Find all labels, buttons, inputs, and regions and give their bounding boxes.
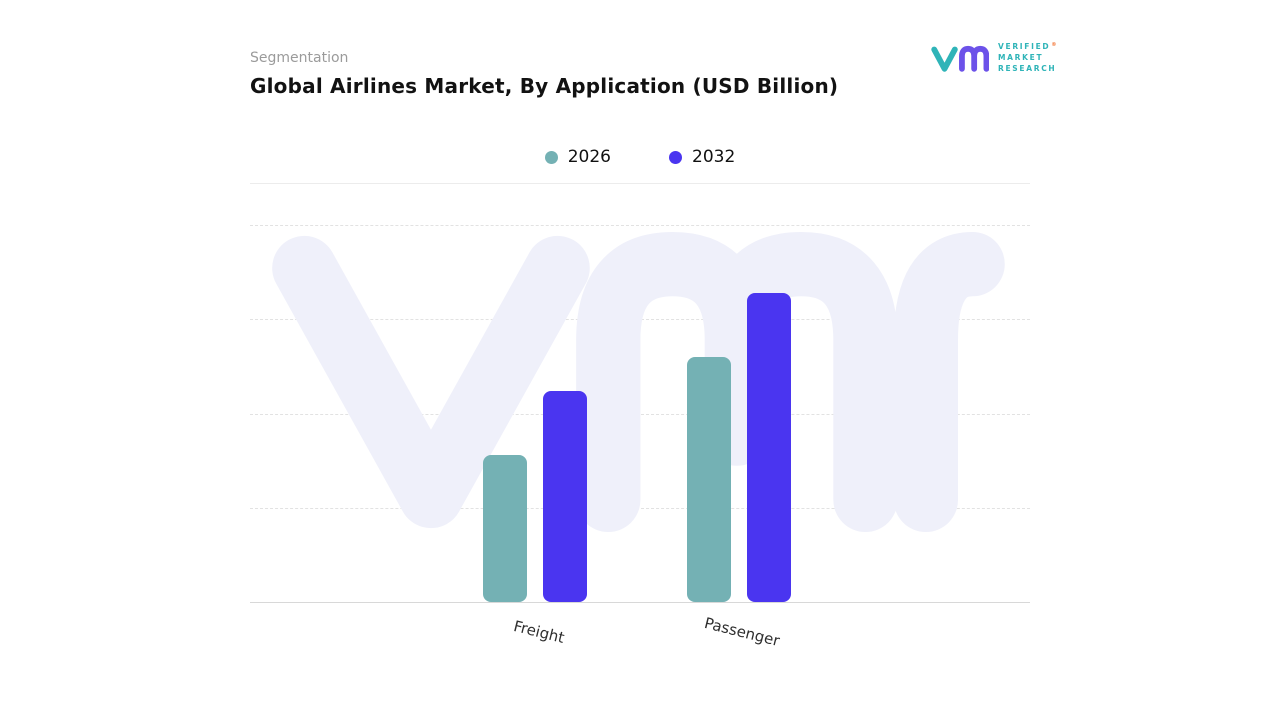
registered-mark: ®: [1051, 42, 1059, 49]
page-title: Global Airlines Market, By Application (…: [250, 74, 839, 98]
logo-m-stroke: [959, 45, 989, 72]
bar-group-passenger: [687, 225, 791, 602]
logo-word-verified: VERIFIED: [998, 42, 1051, 52]
bar-passenger-2026: [687, 356, 731, 602]
bar-freight-2026: [483, 454, 527, 602]
gridline: [250, 319, 1030, 320]
eyebrow-label: Segmentation: [250, 50, 349, 66]
logo-v-stroke: [931, 46, 958, 72]
vmr-watermark-icon: [272, 231, 1005, 533]
legend-dot-2026: [544, 150, 558, 164]
legend-item-2026: 2026: [544, 147, 611, 167]
legend-dot-2032: [669, 150, 682, 164]
logo-line-research: RESEARCH: [998, 63, 1057, 73]
category-label-passenger: Passenger: [702, 613, 782, 651]
category-label-freight: Freight: [511, 617, 567, 647]
logo-line-market: MARKET: [998, 53, 1044, 63]
bar-passenger-2032: [747, 292, 791, 602]
chart-legend: 2026 2032: [250, 147, 1030, 167]
legend-label-2026: 2026: [567, 147, 611, 167]
gridline: [250, 414, 1030, 415]
legend-item-2032: 2032: [669, 147, 735, 167]
bar-group-freight: [483, 225, 587, 602]
gridline: [250, 508, 1030, 509]
vmr-logo: VERIFIED® MARKET RESEARCH: [931, 40, 1058, 77]
baseline-axis: [250, 602, 1030, 603]
logo-text: VERIFIED® MARKET RESEARCH: [998, 42, 1058, 75]
legend-divider: [250, 183, 1030, 184]
vmr-logo-icon: [931, 45, 989, 72]
legend-label-2032: 2032: [692, 147, 736, 167]
bar-freight-2032: [543, 390, 587, 602]
logo-line-verified: VERIFIED®: [998, 42, 1058, 53]
gridline: [250, 225, 1030, 226]
watermark-r: [893, 231, 1005, 533]
plot-area: Freight Passenger: [250, 225, 1030, 650]
